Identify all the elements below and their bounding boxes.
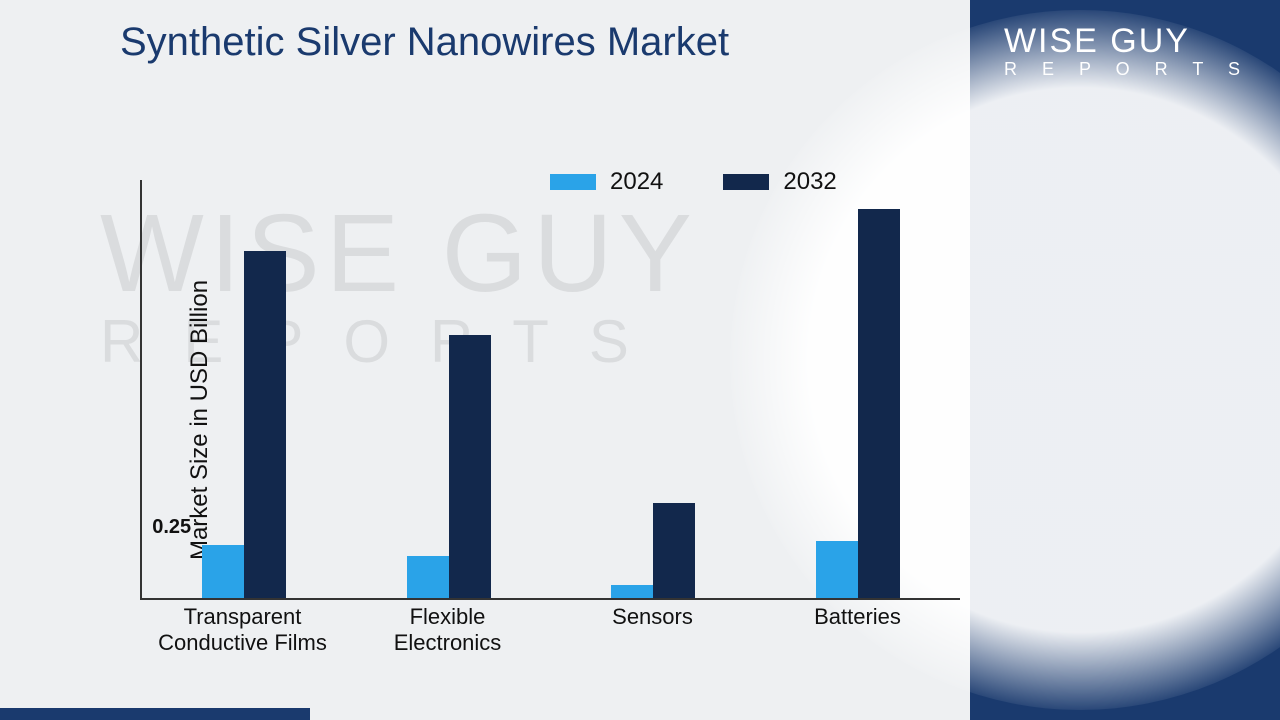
chart-area: Market Size in USD Billion 0.25	[60, 160, 960, 680]
bar-2024-g0	[202, 545, 244, 598]
bar-2024-g2	[611, 585, 653, 598]
value-label-0: 0.25	[152, 516, 191, 539]
plot-region: 0.25	[140, 180, 960, 600]
brand-line2: R E P O R T S	[1004, 59, 1250, 80]
x-label-0: Transparent Conductive Films	[158, 604, 328, 657]
bar-2024-g3	[816, 541, 858, 598]
group-sensors	[611, 503, 695, 598]
bar-2032-g3	[858, 209, 900, 598]
group-transparent-conductive-films: 0.25	[202, 251, 286, 598]
bar-2032-g1	[449, 335, 491, 598]
bar-groups: 0.25	[142, 180, 960, 598]
chart-card: WISE GUY R E P O R T S Synthetic Silver …	[0, 0, 1280, 720]
chart-title: Synthetic Silver Nanowires Market	[120, 20, 729, 65]
group-flexible-electronics	[407, 335, 491, 598]
side-panel	[970, 0, 1280, 720]
bottom-accent-bar	[0, 708, 310, 720]
group-batteries	[816, 209, 900, 598]
x-label-1: Flexible Electronics	[363, 604, 533, 657]
brand-line1: WISE GUY	[1004, 22, 1250, 61]
x-label-2: Sensors	[568, 604, 738, 657]
bar-2032-g0	[244, 251, 286, 598]
x-axis-labels: Transparent Conductive Films Flexible El…	[140, 604, 960, 657]
brand-logo: WISE GUY R E P O R T S	[1004, 22, 1250, 80]
x-label-3: Batteries	[773, 604, 943, 657]
bar-2024-g1	[407, 556, 449, 598]
bar-2032-g2	[653, 503, 695, 598]
